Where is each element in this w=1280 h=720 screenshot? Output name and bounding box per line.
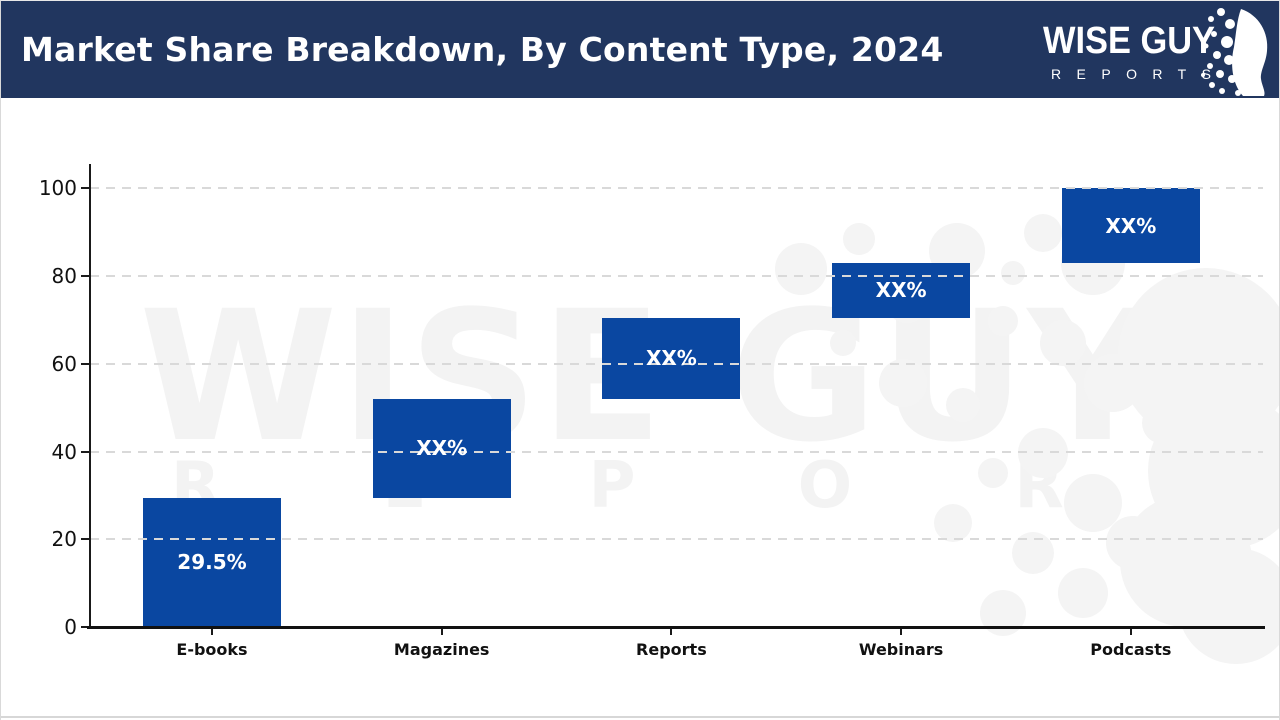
x-tick-mark xyxy=(440,629,443,635)
bar-value-label: XX% xyxy=(645,346,697,371)
y-tick-label: 0 xyxy=(64,615,77,639)
x-category-label: Webinars xyxy=(858,640,944,659)
y-tick-mark xyxy=(81,450,89,453)
y-tick-label: 100 xyxy=(38,176,77,201)
x-axis-line xyxy=(87,626,1265,629)
bottom-divider xyxy=(1,716,1279,718)
grid-line xyxy=(90,187,1263,190)
y-tick-mark xyxy=(81,538,89,541)
x-tick-mark xyxy=(900,629,903,635)
y-axis-line xyxy=(89,164,91,628)
y-tick-mark xyxy=(81,187,89,190)
bar xyxy=(602,317,741,399)
chart-title: Market Share Breakdown, By Content Type,… xyxy=(21,30,944,69)
header-bar: Market Share Breakdown, By Content Type,… xyxy=(1,1,1279,98)
y-tick-mark xyxy=(81,362,89,365)
grid-line xyxy=(90,275,1263,278)
y-tick-mark xyxy=(81,626,89,628)
brand-logo: WISE GUY REPORTS xyxy=(1013,3,1273,97)
y-tick-label: 20 xyxy=(51,527,77,552)
x-category-label: Podcasts xyxy=(1090,640,1172,659)
y-tick-mark xyxy=(81,275,89,278)
x-category-label: E-books xyxy=(176,640,248,659)
y-tick-label: 80 xyxy=(51,264,77,289)
y-tick-label: 60 xyxy=(51,351,77,376)
bar xyxy=(832,262,971,318)
bar xyxy=(143,497,281,627)
x-category-label: Reports xyxy=(636,640,707,659)
logo-text-reports: REPORTS xyxy=(1051,66,1211,82)
grid-line xyxy=(90,362,1263,365)
x-category-label: Magazines xyxy=(393,640,490,659)
bar-value-label: 29.5% xyxy=(177,550,247,575)
grid-line xyxy=(90,450,1263,453)
logo-text-wiseguy: WISE GUY xyxy=(1043,20,1215,62)
y-tick-label: 40 xyxy=(51,439,77,464)
x-tick-mark xyxy=(1129,629,1132,635)
x-tick-mark xyxy=(670,629,673,635)
x-tick-mark xyxy=(211,629,213,635)
grid-line xyxy=(90,538,1263,541)
bar xyxy=(372,398,511,498)
bar xyxy=(1061,188,1200,263)
bar-value-label: XX% xyxy=(875,278,927,303)
logo-dot-face-icon xyxy=(1201,8,1268,96)
bar-value-label: XX% xyxy=(416,436,468,461)
bar-value-label: XX% xyxy=(1105,213,1157,238)
